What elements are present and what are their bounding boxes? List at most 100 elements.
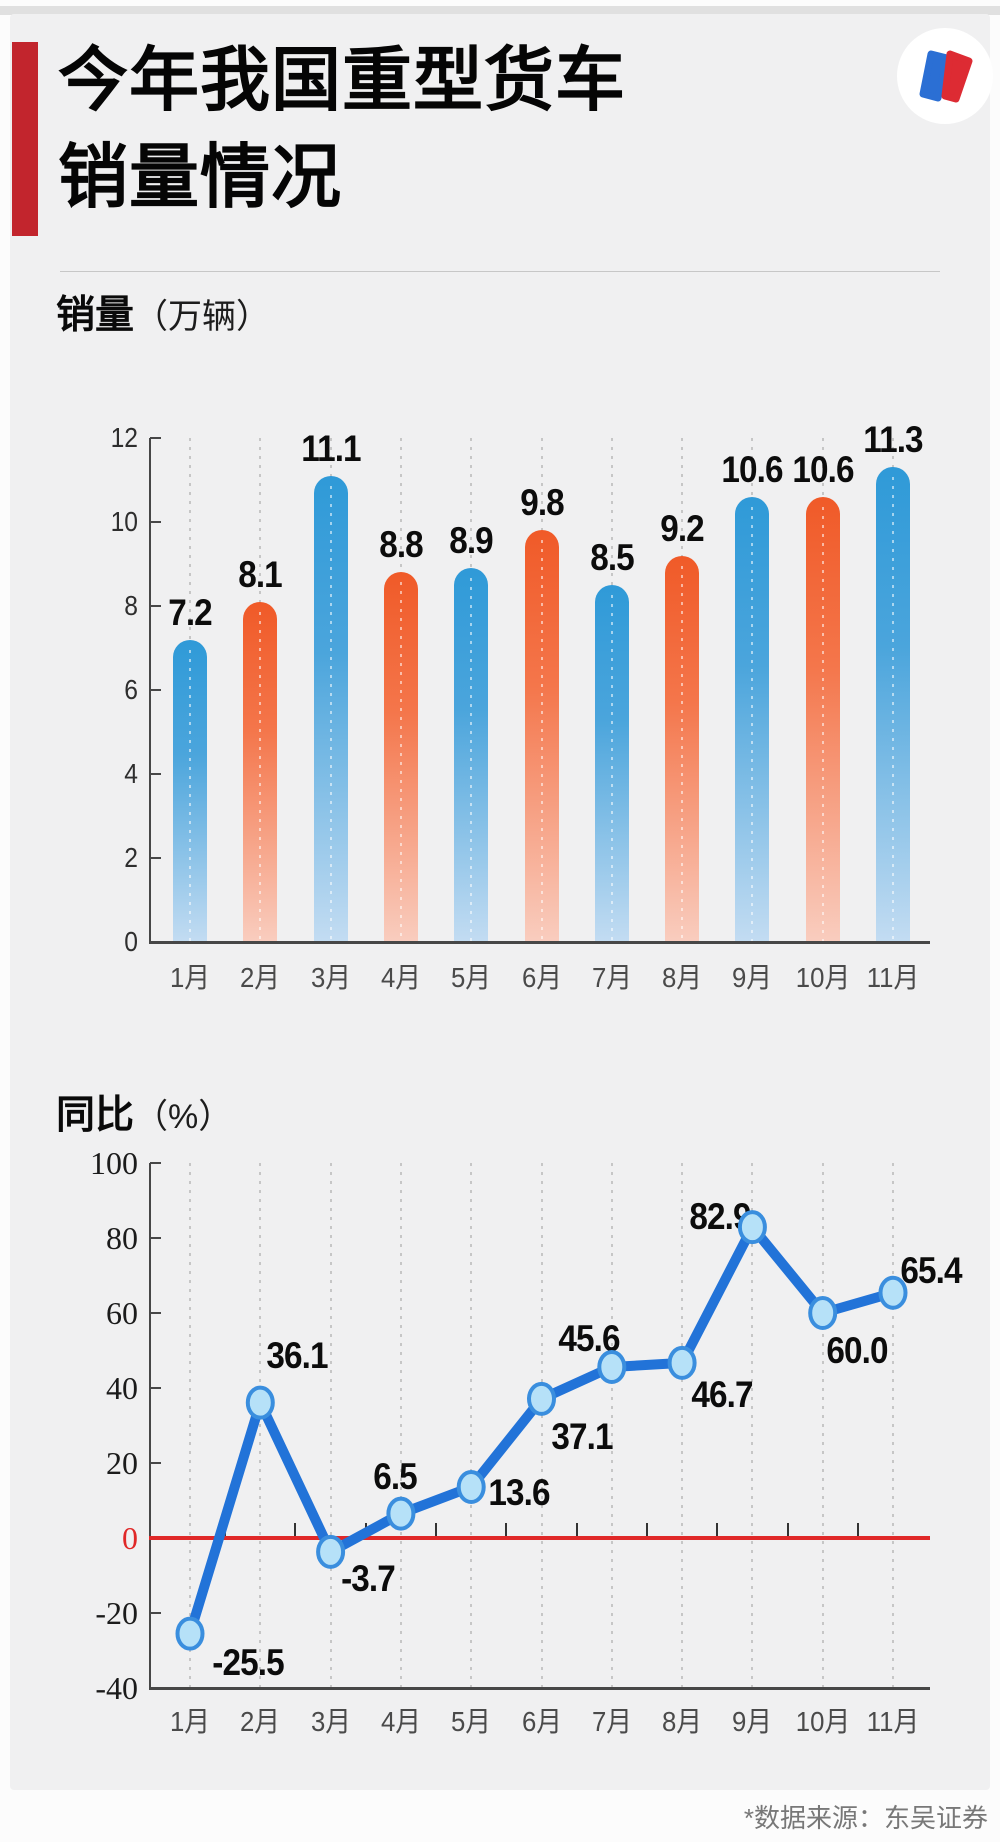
line-value-label: 36.1 [266, 1334, 329, 1376]
line-chart-gridline [470, 1163, 473, 1688]
section-header-sales: 销量（万辆） [56, 284, 270, 340]
line-chart-month-label: 9月 [732, 1706, 773, 1737]
zero-axis-tick [575, 1523, 578, 1536]
line-chart-month-label: 6月 [521, 1706, 562, 1737]
bar-value-label: 11.3 [863, 419, 923, 461]
line-chart-y-tick-mark [150, 1237, 161, 1239]
line-chart-gridline [821, 1163, 824, 1688]
zero-axis-tick [856, 1523, 859, 1536]
title-separator [60, 271, 940, 272]
bar-value-label: 7.2 [168, 591, 212, 633]
bar-chart-y-tick-label: 2 [124, 842, 138, 873]
line-chart-y-tick-label: 100 [90, 1145, 138, 1181]
bar-chart-y-tick-label: 0 [124, 926, 138, 957]
bar-value-label: 10.6 [792, 448, 854, 490]
line-chart-gridline [259, 1163, 262, 1688]
bar-10月 [805, 496, 840, 942]
line-chart-gridline [399, 1163, 402, 1688]
bar-chart-x-axis [149, 941, 930, 944]
bar-value-label: 10.6 [721, 448, 784, 490]
bar-9月 [735, 496, 770, 942]
zero-axis-tick [716, 1523, 719, 1536]
bar-chart-month-label: 10月 [795, 962, 850, 993]
bar-chart-y-tick-mark [150, 521, 161, 523]
bar-chart-month-label: 4月 [380, 962, 421, 993]
bar-inner-gridline [470, 578, 473, 942]
line-chart-y-tick-mark [150, 1387, 161, 1389]
bar-value-label: 8.5 [590, 537, 634, 578]
line-value-label: 46.7 [691, 1373, 753, 1415]
bar-chart-month-label: 1月 [169, 962, 211, 993]
line-chart-y-tick-mark [150, 1312, 161, 1314]
line-value-label: -25.5 [212, 1641, 284, 1683]
line-value-label: 60.0 [826, 1330, 888, 1371]
bar-chart-y-tick-mark [150, 857, 161, 859]
line-chart-y-axis [149, 1163, 151, 1690]
bar-3月 [313, 475, 348, 942]
bar-chart-month-label: 7月 [591, 962, 632, 993]
line-chart-y-tick-mark [150, 1462, 161, 1464]
line-chart-gridline [681, 1163, 684, 1688]
line-value-label: 82.9 [689, 1196, 752, 1238]
line-chart-month-label: 11月 [866, 1706, 920, 1737]
bar-value-label: 8.8 [379, 524, 423, 566]
zero-axis-tick [224, 1523, 227, 1536]
line-value-label: 37.1 [550, 1415, 613, 1457]
line-chart-month-label: 8月 [662, 1706, 703, 1737]
bar-inner-gridline [821, 506, 824, 942]
bar-chart-month-label: 8月 [662, 962, 703, 993]
zero-axis-tick [294, 1523, 297, 1536]
bar-inner-gridline [751, 506, 754, 942]
line-chart-month-label: 2月 [240, 1706, 281, 1737]
yoy-header-unit: （%） [134, 1098, 233, 1136]
zero-axis-tick [435, 1523, 438, 1536]
bar-chart-month-label: 11月 [866, 962, 920, 993]
bar-inner-gridline [681, 565, 684, 942]
line-value-label: 13.6 [488, 1472, 551, 1513]
line-value-label: 45.6 [558, 1318, 620, 1359]
bar-11月 [876, 467, 910, 942]
line-value-label: 65.4 [900, 1249, 962, 1291]
bar-chart-y-tick-label: 6 [124, 674, 138, 705]
bar-chart-month-label: 3月 [310, 962, 351, 993]
bar-5月 [454, 568, 489, 942]
line-chart-month-label: 5月 [451, 1706, 492, 1737]
bar-inner-gridline [259, 611, 262, 942]
bar-inner-gridline [189, 649, 191, 942]
bar-inner-gridline [610, 595, 613, 942]
title-accent-bar [12, 42, 38, 236]
bar-chart-month-label: 6月 [521, 962, 562, 993]
zero-axis-tick [786, 1523, 789, 1536]
data-source-note: *数据来源：东吴证券 [743, 1803, 988, 1833]
sales-header-unit: （万辆） [134, 298, 271, 336]
bar-chart-y-tick-label: 10 [110, 506, 138, 537]
bar-chart-y-tick-label: 12 [110, 422, 138, 453]
bar-4月 [383, 572, 418, 942]
bar-chart-month-label: 5月 [451, 962, 492, 993]
bar-7月 [594, 585, 629, 942]
line-chart-x-axis [149, 1687, 930, 1690]
line-chart-gridline [751, 1163, 754, 1688]
sales-header-label: 销量 [56, 294, 135, 337]
bar-chart-y-tick-mark [150, 437, 161, 439]
line-chart-y-tick-label: 20 [106, 1445, 138, 1481]
bar-value-label: 8.9 [449, 520, 493, 562]
top-shadow-strip [0, 6, 1000, 15]
bar-chart-y-axis [149, 438, 151, 944]
bar-inner-gridline [399, 582, 402, 942]
line-chart-y-tick-label: 80 [106, 1220, 138, 1256]
yoy-header-label: 同比 [56, 1094, 135, 1137]
zero-axis-tick [645, 1523, 648, 1536]
bar-chart-month-label: 2月 [240, 962, 281, 993]
bar-chart-month-label: 9月 [732, 962, 773, 993]
bar-value-label: 11.1 [300, 427, 361, 469]
bar-6月 [524, 530, 559, 942]
bar-value-label: 9.8 [519, 482, 564, 524]
zero-axis-tick [505, 1523, 508, 1536]
line-chart-month-label: 4月 [380, 1706, 421, 1737]
bar-8月 [665, 555, 700, 942]
bar-inner-gridline [892, 477, 894, 942]
